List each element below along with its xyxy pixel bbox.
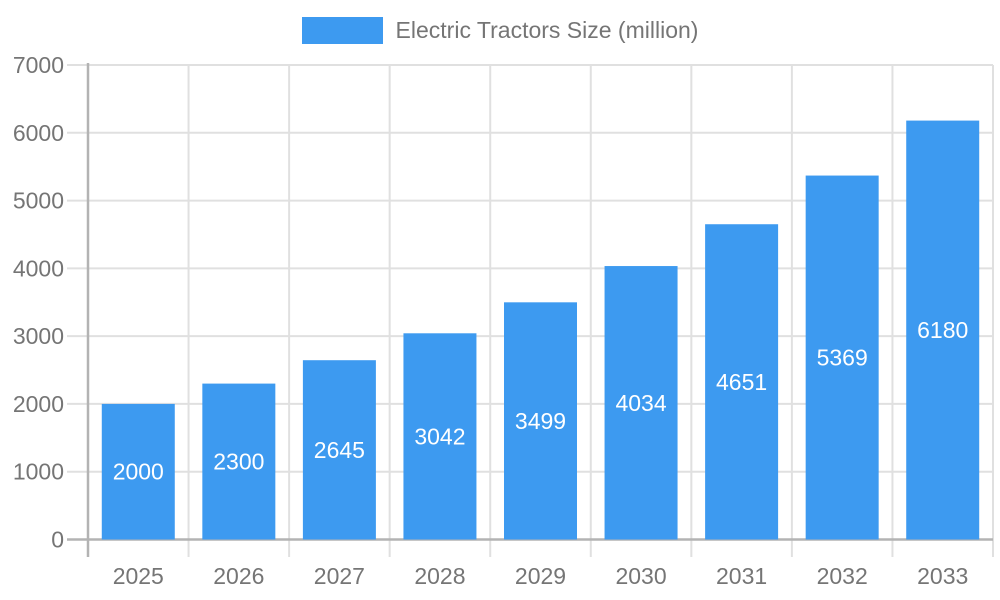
- x-axis-tick-label: 2026: [213, 563, 264, 589]
- y-axis-tick-label: 2000: [13, 391, 64, 417]
- bar: [202, 383, 276, 540]
- y-axis-tick-label: 0: [51, 527, 64, 553]
- x-axis-tick-label: 2032: [817, 563, 868, 589]
- bar: [101, 403, 175, 540]
- bar: [805, 175, 879, 540]
- x-axis-tick-label: 2033: [917, 563, 968, 589]
- x-axis-tick-label: 2027: [314, 563, 365, 589]
- y-axis-tick-label: 5000: [13, 188, 64, 214]
- y-axis-tick-label: 6000: [13, 120, 64, 146]
- bar-value-label: 3042: [414, 423, 465, 449]
- bar: [302, 360, 376, 540]
- y-axis-tick-label: 1000: [13, 459, 64, 485]
- x-axis-tick-label: 2025: [113, 563, 164, 589]
- x-axis-tick-label: 2029: [515, 563, 566, 589]
- y-axis-tick-label: 7000: [13, 52, 64, 78]
- x-axis-tick-label: 2031: [716, 563, 767, 589]
- x-axis-tick-label: 2030: [615, 563, 666, 589]
- bar-value-label: 2645: [314, 437, 365, 463]
- bar-value-label: 5369: [817, 345, 868, 371]
- bar: [504, 302, 577, 540]
- bar-value-label: 6180: [917, 317, 968, 343]
- x-axis-tick-label: 2028: [414, 563, 465, 589]
- legend-item[interactable]: Electric Tractors Size (million): [0, 17, 1000, 44]
- bar-value-label: 4034: [615, 390, 666, 416]
- y-axis-tick-label: 3000: [13, 323, 64, 349]
- bar: [604, 266, 678, 540]
- legend-label: Electric Tractors Size (million): [395, 17, 699, 43]
- bar-value-label: 2300: [213, 449, 264, 475]
- y-axis-tick-label: 4000: [13, 255, 64, 281]
- bar-value-label: 2000: [113, 459, 164, 485]
- legend-swatch-icon: [301, 17, 383, 44]
- bar: [403, 333, 477, 540]
- bar: [906, 120, 980, 540]
- bar-value-label: 4651: [716, 369, 767, 395]
- bar-value-label: 3499: [515, 408, 566, 434]
- bar: [705, 224, 779, 540]
